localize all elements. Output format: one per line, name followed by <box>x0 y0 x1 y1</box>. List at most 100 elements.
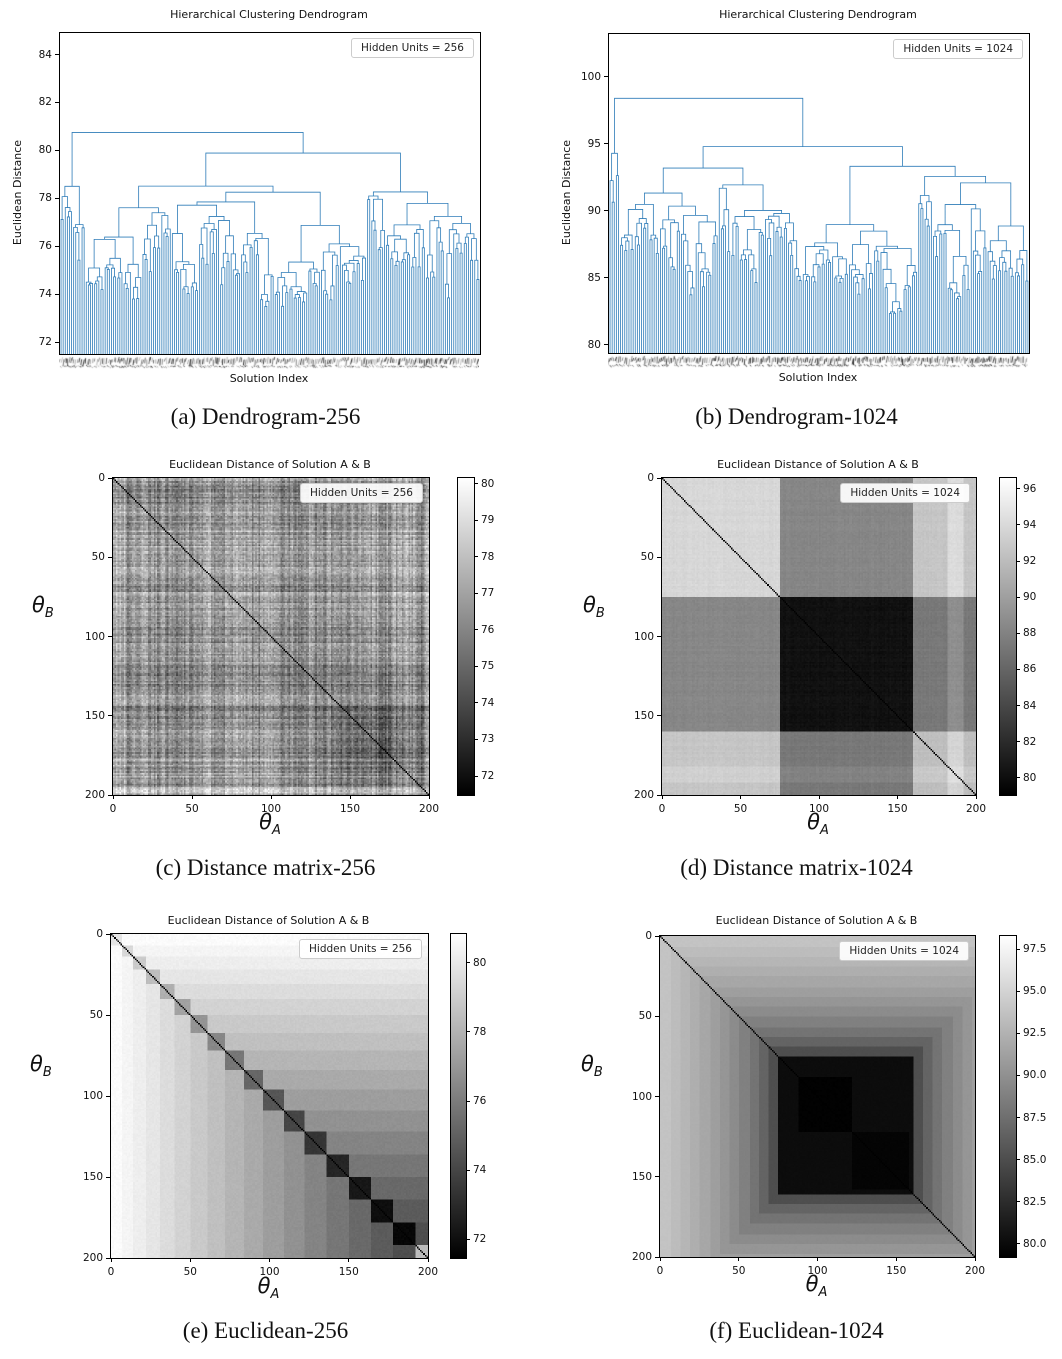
x-tick-mark <box>270 795 272 799</box>
dendrogram-canvas <box>609 34 1029 353</box>
plot-area: Hidden Units = 1024 80 85 90 95 100 <box>581 33 1030 354</box>
colorbar-tick-label: 90 <box>1023 591 1037 604</box>
x-tick-label: 150 <box>887 803 908 815</box>
y-tick-label: 95 <box>587 137 601 150</box>
y-tick-label: 0 <box>98 472 105 484</box>
x-tick-mark <box>975 795 977 799</box>
legend-box: Hidden Units = 1024 <box>840 483 970 503</box>
colorbar-tick-label: 97.5 <box>1023 943 1047 956</box>
colorbar-tick-mark <box>1016 1243 1020 1245</box>
panel-euclidean-256: Euclidean Distance of Solution A & B Hid… <box>0 910 531 1359</box>
y-tick-label: 100 <box>82 1090 103 1102</box>
heatmap-canvas <box>111 934 428 1258</box>
colorbar-tick-mark <box>1016 777 1020 779</box>
y-tick-label: 200 <box>84 789 105 801</box>
y-tick-mark <box>604 277 608 279</box>
colorbar-tick-label: 85.0 <box>1023 1153 1047 1166</box>
colorbar-tick-label: 72 <box>481 770 495 782</box>
y-tick-mark <box>657 477 661 479</box>
y-tick-mark <box>106 1095 110 1097</box>
x-tick-label: 200 <box>418 803 440 815</box>
colorbar-tick-mark <box>1016 1117 1020 1118</box>
y-tick-label: 100 <box>84 630 105 643</box>
y-tick-label: 50 <box>640 551 654 564</box>
colorbar-tick-label: 75 <box>481 660 495 673</box>
y-axis-label: Euclidean Distance <box>11 139 25 246</box>
y-tick-mark <box>604 344 608 346</box>
y-tick-mark <box>55 149 59 151</box>
x-tick-mark <box>818 795 820 799</box>
y-tick-label: 200 <box>82 1252 103 1264</box>
colorbar-tick-mark <box>466 1031 470 1033</box>
colorbar-tick-mark <box>1016 632 1020 634</box>
panel-dendrogram-1024: Hierarchical Clustering Dendrogram Hidde… <box>531 0 1062 455</box>
y-tick-mark <box>657 794 661 796</box>
y-tick-label: 100 <box>631 1090 652 1103</box>
y-tick-label: 72 <box>38 336 52 349</box>
y-tick-label: 200 <box>631 1251 652 1263</box>
y-axis-theta-label: θB <box>581 1052 603 1081</box>
x-tick-label: 150 <box>338 1266 359 1278</box>
y-tick-label: 150 <box>631 1170 652 1183</box>
x-tick-label: 50 <box>183 1266 197 1278</box>
y-tick-mark <box>106 1257 110 1259</box>
legend-label: Hidden Units = 1024 <box>849 945 959 957</box>
x-tick-label: 50 <box>185 803 199 815</box>
colorbar-tick-mark <box>474 519 478 521</box>
y-tick-label: 200 <box>633 789 654 801</box>
colorbar-tick-label: 95.0 <box>1023 985 1047 998</box>
y-tick-label: 78 <box>38 192 52 205</box>
y-tick-label: 76 <box>38 240 52 253</box>
colorbar-tick-label: 80.0 <box>1023 1237 1047 1250</box>
y-tick-mark <box>657 556 661 558</box>
subfigure-caption: (f) Euclidean-1024 <box>709 1318 884 1343</box>
colorbar-tick-label: 80 <box>473 956 487 969</box>
y-tick-label: 50 <box>638 1010 652 1023</box>
y-tick-mark <box>55 293 59 295</box>
x-tick-label: 0 <box>107 1266 115 1278</box>
colorbar-tick-mark <box>474 775 478 777</box>
x-tick-label: 150 <box>886 1265 907 1277</box>
y-tick-mark <box>655 1176 659 1178</box>
y-tick-mark <box>55 341 59 343</box>
x-tick-label: 200 <box>965 803 987 815</box>
panel-distance-matrix-256: Euclidean Distance of Solution A & B Hid… <box>0 455 531 910</box>
y-tick-mark <box>604 143 608 145</box>
y-tick-mark <box>55 197 59 199</box>
colorbar-tick-label: 94 <box>1023 518 1037 531</box>
legend-box: Hidden Units = 1024 <box>839 941 969 961</box>
subfigure-caption: (a) Dendrogram-256 <box>170 404 361 429</box>
x-tick-mark <box>427 1258 429 1262</box>
x-axis-label: Solution Index <box>778 371 858 384</box>
y-tick-mark <box>108 794 112 796</box>
colorbar-tick-mark <box>474 556 478 558</box>
y-tick-mark <box>108 477 112 479</box>
y-axis-label: Euclidean Distance <box>560 139 574 246</box>
colorbar-tick-label: 87.5 <box>1023 1111 1047 1124</box>
y-tick-mark <box>55 54 59 56</box>
x-tick-label: 0 <box>658 803 666 815</box>
y-tick-label: 100 <box>633 630 654 643</box>
y-tick-label: 0 <box>647 472 654 484</box>
legend-box: Hidden Units = 256 <box>299 939 422 959</box>
colorbar-tick-mark <box>1016 596 1020 598</box>
colorbar-tick-mark <box>1016 1201 1020 1203</box>
y-tick-mark <box>108 715 112 717</box>
x-axis-theta-label: θA <box>805 1272 828 1301</box>
colorbar: 80 79 78 77 76 75 74 73 72 <box>457 477 494 796</box>
y-tick-label: 150 <box>84 709 105 722</box>
colorbar-tick-label: 80 <box>481 477 495 490</box>
colorbar-tick-mark <box>1016 1074 1020 1076</box>
plot-area: Hidden Units = 256 0 50 100 150 200 0 50 100 150… <box>85 472 439 815</box>
y-tick-mark <box>657 636 661 637</box>
colorbar-tick-label: 76 <box>473 1095 487 1107</box>
colorbar-tick-mark <box>1016 488 1020 490</box>
x-tick-mark <box>191 795 193 799</box>
colorbar-tick-mark <box>1016 524 1020 526</box>
x-tick-labels-strip <box>608 355 1028 369</box>
x-tick-label: 0 <box>656 1265 664 1277</box>
legend-box: Hidden Units = 256 <box>351 38 474 58</box>
colorbar: 97.5 95.0 92.5 90.0 87.5 85.0 82.5 80.0 <box>999 935 1046 1258</box>
legend-box: Hidden Units = 256 <box>300 483 423 503</box>
legend-label: Hidden Units = 256 <box>361 42 464 54</box>
